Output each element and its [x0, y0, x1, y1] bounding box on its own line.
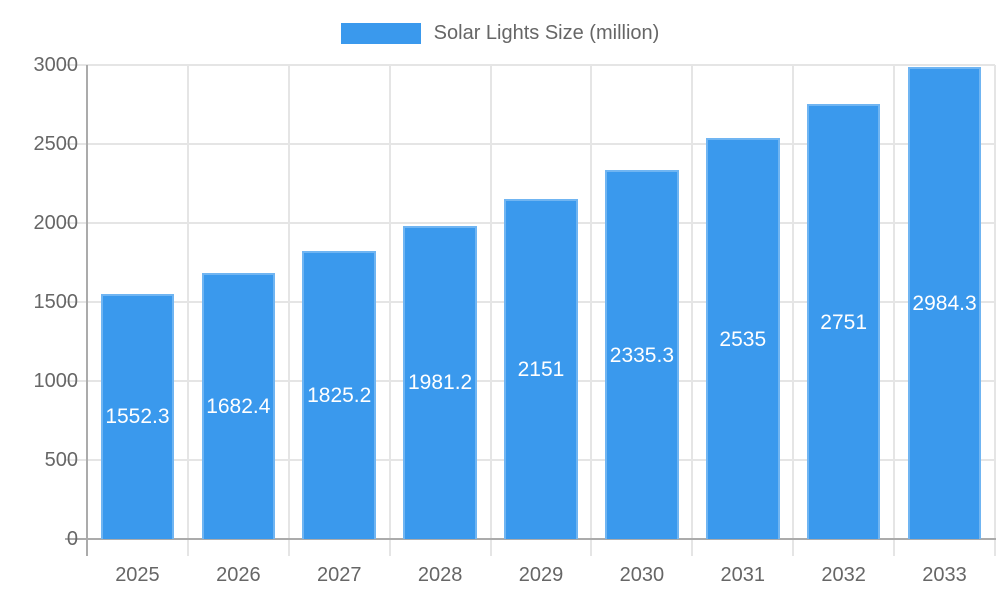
x-tick-label: 2029 — [518, 564, 564, 586]
bar[interactable]: 2751 — [806, 104, 881, 539]
bar-value-label: 2984.3 — [912, 292, 977, 316]
y-gridline — [87, 143, 995, 145]
x-axis-tick — [994, 539, 996, 556]
x-axis-tick — [792, 539, 795, 556]
x-gridline — [186, 65, 189, 539]
bar[interactable]: 1825.2 — [302, 250, 377, 539]
y-tick-label: 0 — [66, 528, 78, 550]
bar[interactable]: 2984.3 — [907, 67, 982, 539]
x-gridline — [590, 65, 593, 539]
bar-value-label: 1552.3 — [105, 405, 170, 429]
x-tick-label: 2025 — [115, 564, 160, 586]
bar-value-label: 2751 — [820, 310, 867, 334]
x-tick-label: 2028 — [417, 564, 463, 586]
x-gridline — [388, 65, 391, 539]
x-axis-tick — [489, 539, 492, 556]
bar[interactable]: 2535 — [705, 138, 780, 539]
x-axis-tick — [691, 539, 694, 556]
bar-value-label: 2535 — [719, 327, 767, 351]
x-axis-tick — [86, 539, 88, 556]
x-gridline — [792, 65, 795, 539]
x-tick-label: 2031 — [720, 564, 766, 586]
bar[interactable]: 2335.3 — [605, 170, 679, 539]
x-gridline — [287, 65, 290, 539]
bar[interactable]: 1552.3 — [100, 293, 175, 539]
y-axis-tick — [65, 64, 87, 66]
y-tick-label: 2000 — [33, 212, 79, 234]
x-tick-label: 2027 — [316, 564, 362, 586]
y-axis-tick — [65, 538, 87, 540]
x-axis-tick — [388, 539, 391, 556]
y-tick-label: 3000 — [33, 54, 79, 76]
y-axis-tick — [65, 301, 87, 303]
bar[interactable]: 2151 — [504, 199, 578, 539]
legend-swatch — [340, 23, 421, 44]
y-tick-label: 500 — [44, 449, 78, 471]
y-tick-label: 1000 — [33, 370, 79, 392]
bar-value-label: 2335.3 — [609, 343, 674, 367]
bar-value-label: 1825.2 — [307, 383, 372, 407]
y-axis-tick — [65, 143, 87, 145]
x-axis-tick — [186, 539, 189, 556]
x-gridline — [489, 65, 492, 539]
y-tick-label: 2500 — [33, 133, 79, 155]
x-gridline — [994, 65, 996, 539]
y-axis-tick — [65, 222, 87, 224]
x-axis-tick — [590, 539, 593, 556]
x-tick-label: 2033 — [922, 564, 967, 586]
legend-item[interactable]: Solar Lights Size (million) — [340, 22, 660, 44]
bar[interactable]: 1682.4 — [201, 273, 276, 539]
bar-value-label: 2151 — [517, 358, 565, 382]
x-tick-label: 2032 — [821, 564, 866, 586]
x-gridline — [691, 65, 694, 539]
x-axis-tick — [893, 539, 896, 556]
bar-value-label: 1682.4 — [206, 395, 271, 419]
legend-label: Solar Lights Size (million) — [433, 22, 660, 44]
x-tick-label: 2030 — [619, 564, 665, 586]
x-tick-label: 2026 — [216, 564, 261, 586]
y-axis-tick — [65, 380, 87, 382]
y-axis-line — [86, 65, 88, 541]
y-axis-tick — [65, 459, 87, 461]
x-axis-line — [86, 538, 996, 540]
y-gridline — [87, 64, 995, 66]
x-axis-tick — [287, 539, 290, 556]
x-gridline — [893, 65, 896, 539]
bar-value-label: 1981.2 — [407, 371, 473, 395]
bar[interactable]: 1981.2 — [403, 225, 477, 539]
legend: Solar Lights Size (million) — [0, 23, 1000, 44]
y-tick-label: 1500 — [33, 291, 79, 313]
